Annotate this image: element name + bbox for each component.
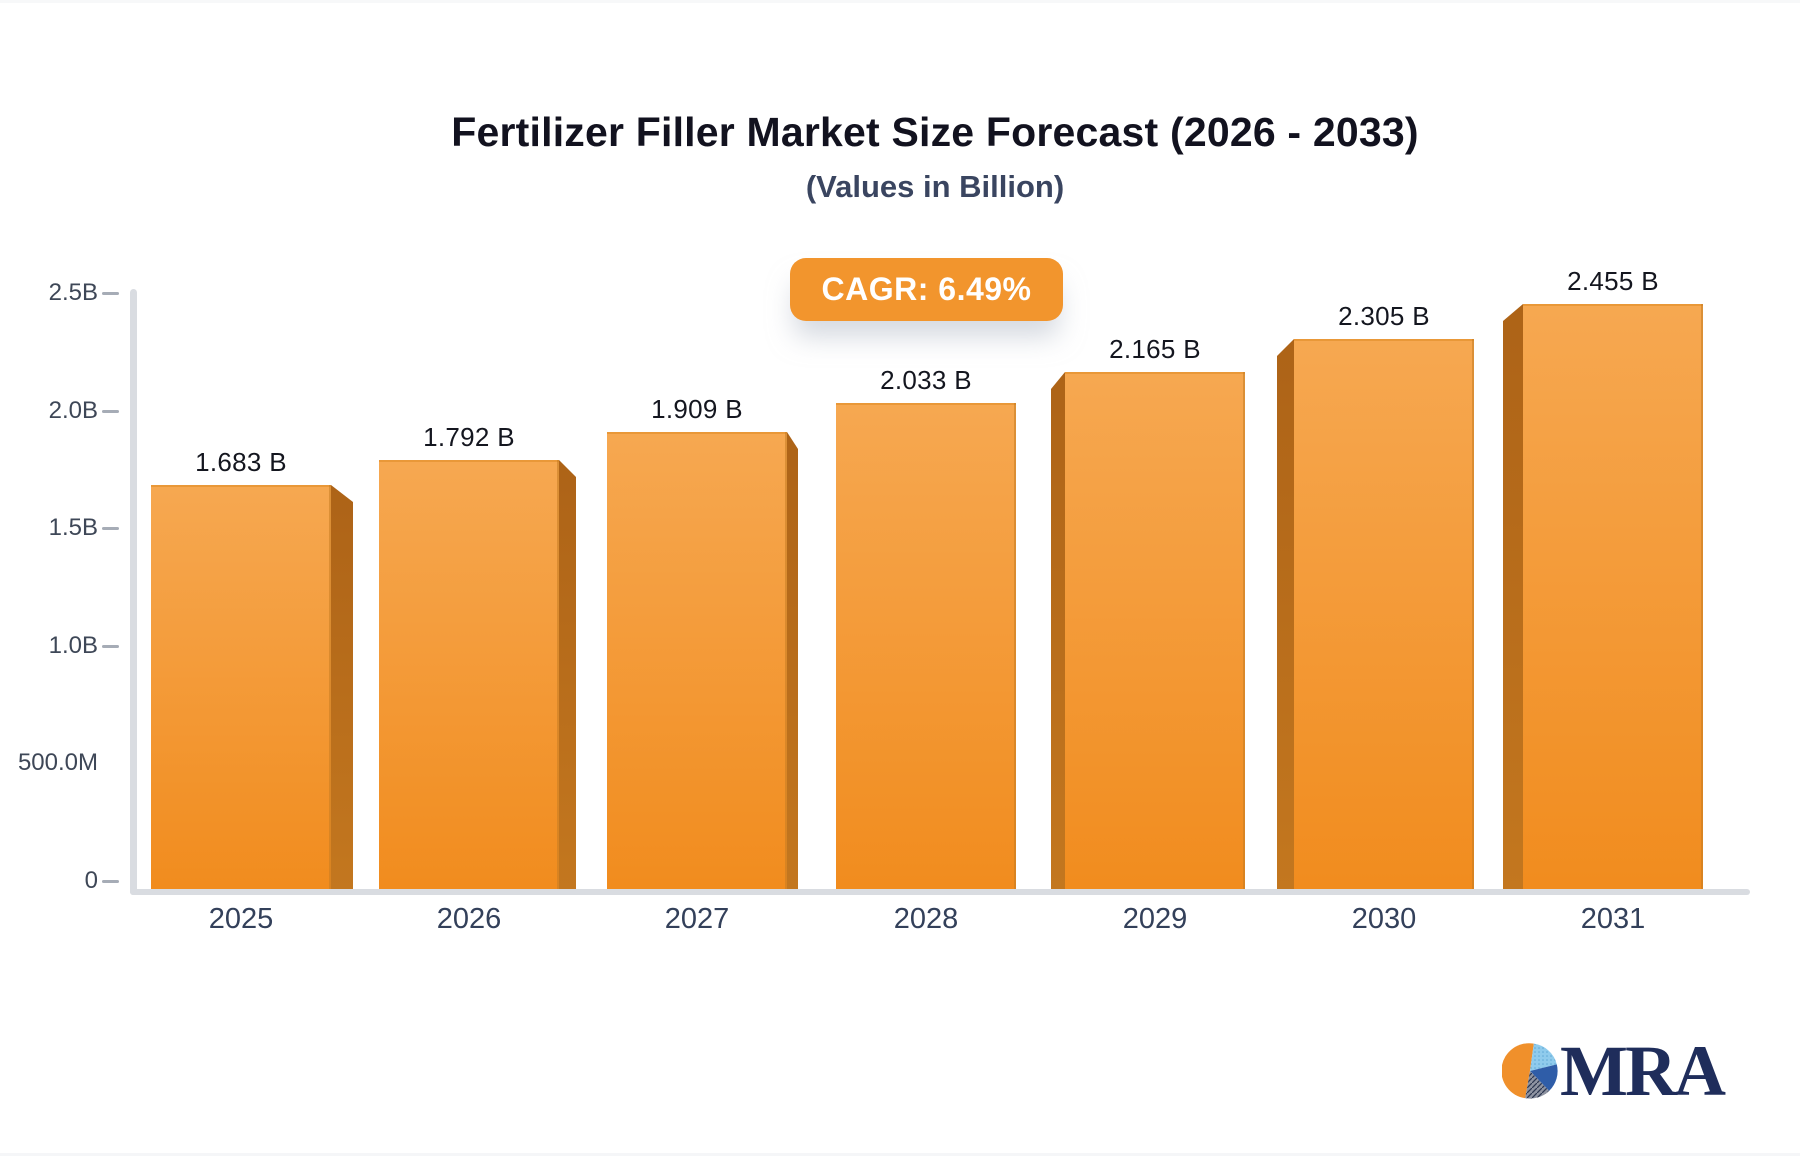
x-axis-label-2027: 2027 bbox=[664, 903, 730, 935]
bar-2028 bbox=[836, 403, 1016, 889]
y-axis-tick-label: 1.5B bbox=[48, 514, 98, 542]
bar-2031 bbox=[1523, 304, 1703, 889]
y-axis-tick-label: 2.0B bbox=[48, 396, 98, 424]
pie-slice-hatched bbox=[1525, 1071, 1550, 1099]
y-axis-tick-mark bbox=[102, 880, 119, 883]
y-axis-tick-mark bbox=[102, 644, 119, 648]
pie-slice-blue bbox=[1530, 1064, 1558, 1091]
y-axis-tick-mark bbox=[102, 527, 119, 531]
bar-2030-side-shadow bbox=[1277, 339, 1294, 889]
bar-value-label-2025: 1.683 B bbox=[195, 447, 287, 477]
x-axis-baseline bbox=[130, 889, 1750, 895]
mra-logo-text: MRA bbox=[1560, 1031, 1726, 1111]
x-axis-label-2029: 2029 bbox=[1122, 903, 1188, 935]
x-axis-label-2031: 2031 bbox=[1580, 903, 1646, 935]
y-axis-tick-label: 500.0M bbox=[17, 749, 98, 777]
mra-logo: MRA bbox=[1502, 1031, 1726, 1111]
x-axis-label-2028: 2028 bbox=[893, 903, 959, 935]
bar-value-label-2030: 2.305 B bbox=[1338, 301, 1430, 331]
pie-chart-logo-icon bbox=[1502, 1043, 1558, 1099]
bar-value-label-2028: 2.033 B bbox=[880, 365, 972, 395]
x-axis-label-2030: 2030 bbox=[1351, 903, 1417, 935]
bar-2031-side-shadow bbox=[1503, 304, 1523, 889]
bar-value-label-2029: 2.165 B bbox=[1109, 334, 1201, 364]
x-axis-label-2025: 2025 bbox=[208, 903, 274, 935]
chart-subtitle: (Values in Billion) bbox=[805, 169, 1065, 204]
y-axis-tick-label: 1.0B bbox=[48, 631, 98, 659]
y-axis-tick-label: 0 bbox=[84, 867, 98, 894]
pie-slice-lightblue bbox=[1530, 1043, 1557, 1071]
bar-value-label-2026: 1.792 B bbox=[423, 422, 515, 452]
bar-2026 bbox=[379, 460, 559, 889]
bar-value-label-2031: 2.455 B bbox=[1567, 266, 1659, 296]
bar-2029 bbox=[1065, 372, 1245, 889]
cagr-badge-label: CAGR: 6.49% bbox=[821, 271, 1032, 307]
bar-2027-side-shadow bbox=[787, 432, 798, 889]
chart-title: Fertilizer Filler Market Size Forecast (… bbox=[451, 109, 1419, 155]
x-axis-label-2026: 2026 bbox=[436, 903, 502, 935]
bar-2030 bbox=[1294, 339, 1474, 889]
y-axis-tick-label: 2.5B bbox=[48, 279, 98, 306]
bar-value-label-2027: 1.909 B bbox=[651, 394, 743, 424]
bar-2025 bbox=[151, 485, 331, 889]
bar-2029-side-shadow bbox=[1051, 372, 1065, 889]
bar-2025-side-shadow bbox=[331, 485, 353, 889]
y-axis-tick-mark bbox=[102, 292, 119, 295]
pie-slice-orange bbox=[1502, 1043, 1534, 1099]
y-axis-tick-mark bbox=[102, 409, 119, 413]
bar-2027 bbox=[607, 432, 787, 889]
y-axis-line bbox=[130, 289, 137, 895]
bar-2026-side-shadow bbox=[559, 460, 576, 889]
cagr-badge: CAGR: 6.49% bbox=[790, 258, 1063, 321]
